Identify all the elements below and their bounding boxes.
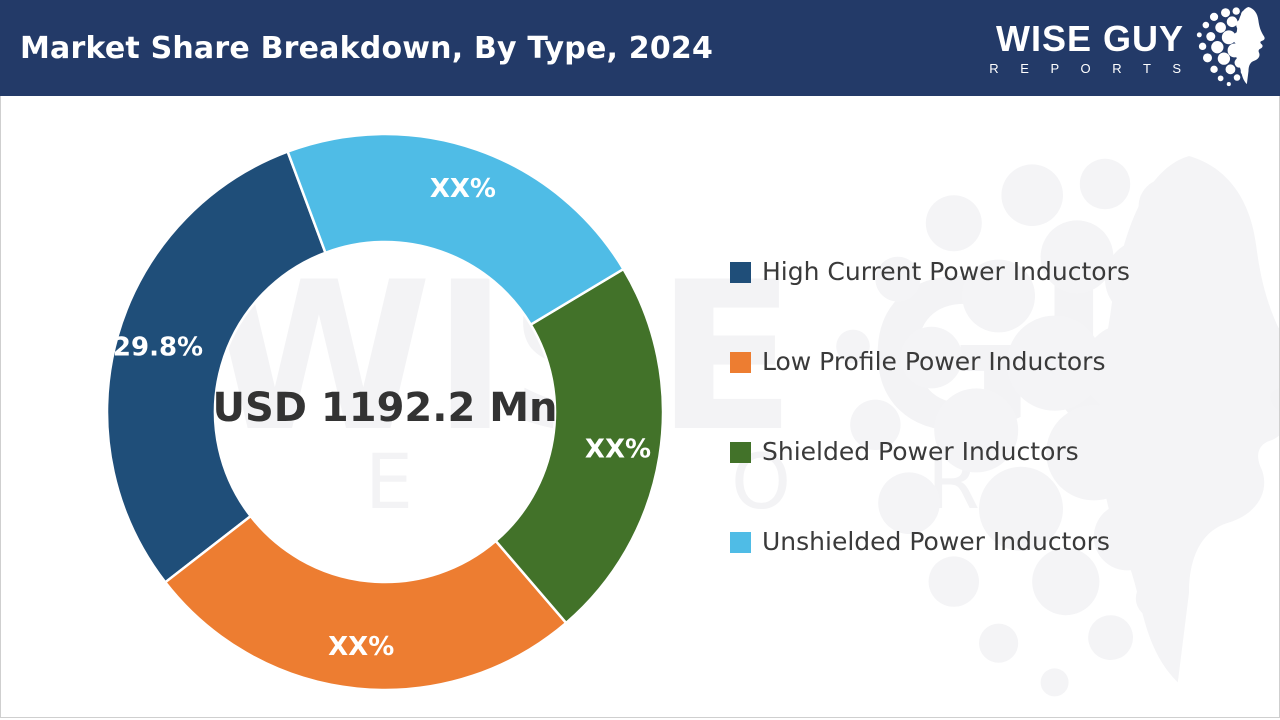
logo-wordmark: WISE GUY: [995, 17, 1184, 59]
legend-label-low-profile-power-inductors: Low Profile Power Inductors: [762, 347, 1106, 376]
logo-face-icon: [1196, 7, 1265, 87]
donut-slice-low-profile-power-inductors: [164, 514, 568, 692]
slice-label-unshielded-power-inductors: XX%: [430, 174, 496, 204]
legend-item-high-current-power-inductors: High Current Power Inductors: [730, 227, 1130, 317]
donut-slice-high-current-power-inductors: [105, 150, 327, 584]
legend-swatch-shielded-power-inductors: [730, 441, 751, 463]
legend-label-unshielded-power-inductors: Unshielded Power Inductors: [762, 527, 1110, 556]
legend: High Current Power Inductors Low Profile …: [730, 227, 1130, 587]
donut-slice-shielded-power-inductors: [494, 267, 665, 625]
slice-label-high-current-power-inductors: 29.8%: [113, 333, 203, 363]
page-title: Market Share Breakdown, By Type, 2024: [20, 30, 714, 66]
chart-panel: WISE GUY R E P O R T S 29.8%XX%XX%XX%: [0, 96, 1280, 718]
legend-label-shielded-power-inductors: Shielded Power Inductors: [762, 437, 1079, 466]
legend-label-high-current-power-inductors: High Current Power Inductors: [762, 257, 1130, 286]
slice-label-shielded-power-inductors: XX%: [585, 435, 651, 465]
chart-center-value: USD 1192.2 Mn: [212, 385, 558, 431]
wise-guy-logo: WISE GUY R E P O R T S: [989, 6, 1268, 90]
legend-swatch-low-profile-power-inductors: [730, 351, 751, 373]
header-bar: Market Share Breakdown, By Type, 2024 WI…: [0, 0, 1280, 96]
logo-subtext: R E P O R T S: [989, 60, 1190, 76]
legend-item-low-profile-power-inductors: Low Profile Power Inductors: [730, 317, 1130, 407]
legend-swatch-high-current-power-inductors: [730, 261, 751, 283]
donut-slice-unshielded-power-inductors: [286, 132, 625, 326]
logo-text: WISE GUY R E P O R T S: [989, 17, 1184, 76]
donut-chart: 29.8% XX% XX% XX%: [105, 132, 665, 692]
legend-item-shielded-power-inductors: Shielded Power Inductors: [730, 407, 1130, 497]
slice-label-low-profile-power-inductors: XX%: [328, 632, 394, 662]
legend-swatch-unshielded-power-inductors: [730, 531, 751, 553]
legend-item-unshielded-power-inductors: Unshielded Power Inductors: [730, 497, 1130, 587]
